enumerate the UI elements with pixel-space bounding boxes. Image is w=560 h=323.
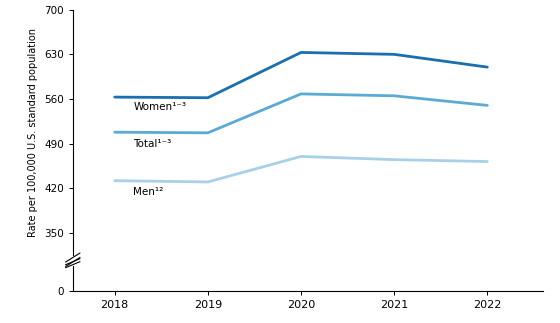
Text: Total¹⁻³: Total¹⁻³ bbox=[133, 139, 171, 149]
Text: Men¹²: Men¹² bbox=[133, 186, 164, 196]
Text: Women¹⁻³: Women¹⁻³ bbox=[133, 102, 186, 112]
Y-axis label: Rate per 100,000 U.S. standard population: Rate per 100,000 U.S. standard populatio… bbox=[29, 28, 39, 237]
